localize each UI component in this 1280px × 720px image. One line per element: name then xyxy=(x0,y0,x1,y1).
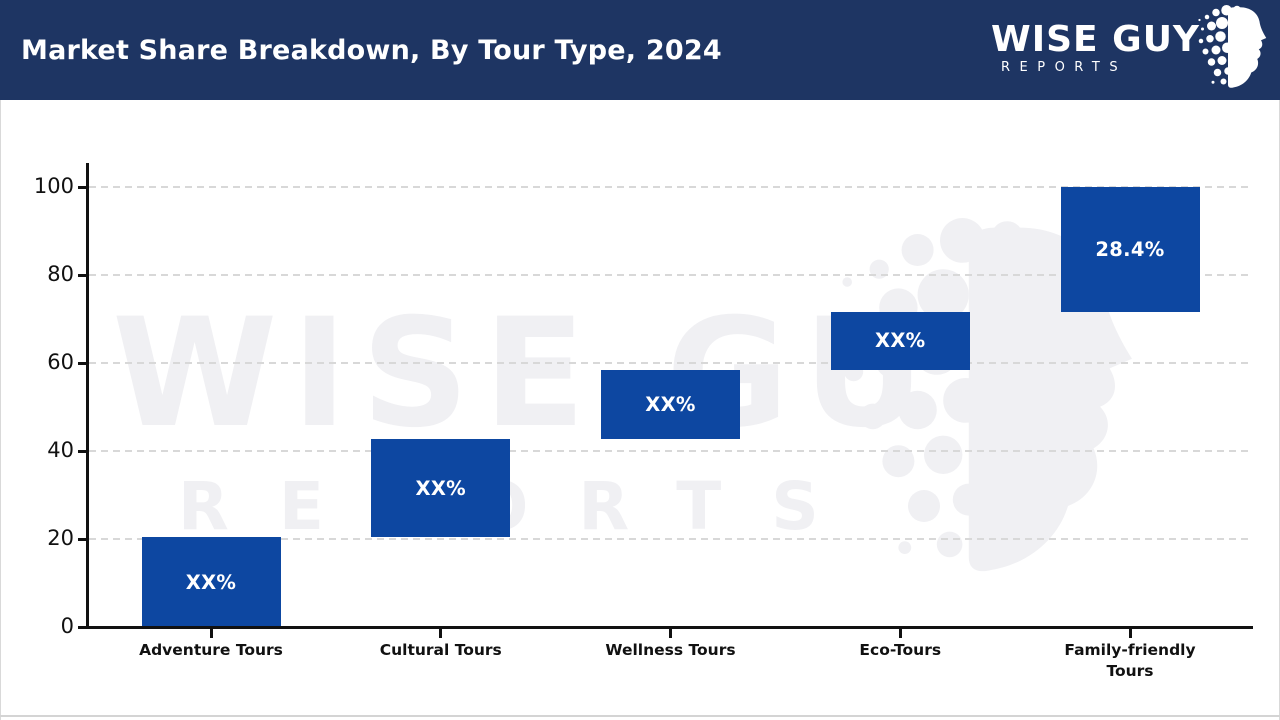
bar-segment: XX% xyxy=(371,439,511,538)
y-tick-mark xyxy=(78,186,88,189)
x-category-label: Cultural Tours xyxy=(379,641,502,659)
bar-value-label: XX% xyxy=(185,570,237,594)
page-bottom-border xyxy=(0,715,1280,717)
page-title: Market Share Breakdown, By Tour Type, 20… xyxy=(21,34,722,66)
x-tick-mark xyxy=(1128,629,1132,638)
y-tick-label: 40 xyxy=(47,438,74,462)
bar-value-label: XX% xyxy=(874,329,926,353)
bar-segment: XX% xyxy=(141,537,281,627)
gridline-40 xyxy=(89,450,1253,452)
wiseguy-face-logo-icon xyxy=(1198,5,1267,88)
y-tick-mark xyxy=(78,274,88,277)
gridline-80 xyxy=(89,274,1253,276)
logo-primary-text: WISE GUY xyxy=(990,19,1200,60)
x-tick-mark xyxy=(669,629,672,638)
x-category-label: Wellness Tours xyxy=(605,641,736,659)
y-axis-line xyxy=(86,163,89,629)
gridline-100 xyxy=(89,186,1253,188)
wiseguy-logo: WISE GUY REPORTS xyxy=(991,0,1272,100)
y-tick-mark xyxy=(78,362,88,365)
bar-value-label: XX% xyxy=(645,393,696,417)
bar-value-label: XX% xyxy=(415,476,466,500)
y-tick-mark xyxy=(78,538,88,541)
bar-value-label: 28.4% xyxy=(1095,237,1165,261)
gridline-20 xyxy=(89,538,1253,540)
gridline-60 xyxy=(89,362,1253,364)
bar-segment: 28.4% xyxy=(1060,187,1200,312)
x-category-label: Eco-Tours xyxy=(859,641,942,659)
page-left-border xyxy=(0,100,1,720)
bar-segment: XX% xyxy=(830,311,970,371)
y-tick-label: 100 xyxy=(33,174,74,198)
header-bar: Market Share Breakdown, By Tour Type, 20… xyxy=(0,0,1280,100)
x-category-label: Adventure Tours xyxy=(139,641,283,659)
y-tick-mark xyxy=(78,450,88,453)
y-tick-label: 0 xyxy=(60,614,74,638)
x-tick-mark xyxy=(898,629,902,638)
x-category-label: Family-friendly Tours xyxy=(1064,641,1196,680)
y-tick-label: 80 xyxy=(47,262,74,286)
bar-segment: XX% xyxy=(601,370,740,440)
logo-secondary-text: REPORTS xyxy=(1000,60,1128,75)
x-tick-mark xyxy=(439,629,443,638)
y-tick-label: 20 xyxy=(47,526,74,550)
y-tick-label: 60 xyxy=(47,350,74,374)
x-tick-mark xyxy=(209,629,213,638)
x-axis-line xyxy=(86,626,1253,629)
logo-text: WISE GUY REPORTS xyxy=(990,19,1200,76)
y-tick-mark xyxy=(78,626,88,629)
